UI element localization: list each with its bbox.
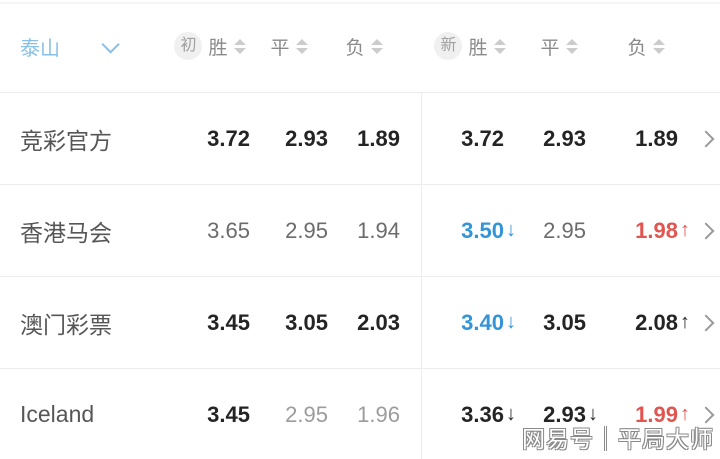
trend-arrow: ↑ [680,311,690,333]
sort-icon [233,38,246,54]
sort-header-initial-win[interactable]: 初 胜 [170,0,250,92]
trend-arrow: ↓ [588,403,598,425]
odds-row-macau[interactable]: 澳门彩票 3.45 3.05 2.03 3.40 ↓ 3.05 2.08 ↑ [0,276,720,368]
sort-icon [370,38,383,54]
odds-value: 3.45 [207,401,250,427]
odds-value: 3.05 [285,309,328,335]
sort-icon [565,38,578,54]
odds-row-jingcai[interactable]: 竞彩官方 3.72 2.93 1.89 3.72 2.93 1.89 [0,92,720,184]
sort-header-latest-draw[interactable]: 平 [518,0,600,92]
odds-value: 1.98 [635,217,678,243]
team-name: 泰山 [20,37,60,60]
bookmaker-name: 香港马会 [20,219,112,246]
sort-icon [652,38,665,54]
latest-badge: 新 [434,32,463,60]
chevron-down-icon [101,34,120,54]
chevron-right-icon [697,222,715,239]
column-label: 胜 [208,37,228,59]
odds-value: 1.94 [357,217,400,243]
odds-value: 3.72 [207,125,250,151]
odds-value: 2.93 [543,125,586,151]
trend-arrow: ↓ [506,403,516,425]
chevron-right-icon [697,314,715,331]
trend-arrow: ↑ [680,219,690,241]
bookmaker-name: Iceland [20,401,95,427]
odds-value: 3.50 [461,217,504,243]
odds-value: 2.95 [543,217,586,243]
trend-arrow: ↑ [680,403,690,425]
chevron-right-icon [697,130,715,147]
initial-badge: 初 [174,32,203,60]
odds-value: 3.36 [461,401,504,427]
column-label: 平 [270,37,290,59]
trend-arrow: ↓ [506,311,516,333]
odds-value: 2.95 [285,401,328,427]
sort-icon [493,38,506,54]
top-divider [0,2,720,4]
trend-arrow: ↓ [506,219,516,241]
column-label: 负 [345,37,365,59]
column-label: 负 [627,37,647,59]
odds-value: 3.05 [543,309,586,335]
odds-value: 2.03 [357,309,400,335]
column-label: 胜 [468,37,488,59]
sort-header-latest-win[interactable]: 新 胜 [422,0,518,92]
odds-value: 1.89 [635,125,678,151]
odds-value: 3.65 [207,217,250,243]
sort-header-initial-lose[interactable]: 负 [328,0,400,92]
odds-value: 2.93 [285,125,328,151]
sort-header-initial-draw[interactable]: 平 [250,0,328,92]
odds-value: 2.95 [285,217,328,243]
odds-value: 2.93 [543,401,586,427]
sort-header-latest-lose[interactable]: 负 [600,0,692,92]
bookmaker-name: 澳门彩票 [20,311,112,338]
odds-value: 3.45 [207,309,250,335]
odds-row-iceland[interactable]: Iceland 3.45 2.95 1.96 3.36 ↓ 2.93 ↓ 1.99 ↑ [0,368,720,459]
bookmaker-name: 竞彩官方 [20,127,112,154]
odds-value: 1.96 [357,401,400,427]
odds-row-hkjc[interactable]: 香港马会 3.65 2.95 1.94 3.50 ↓ 2.95 1.98 ↑ [0,184,720,276]
team-selector[interactable]: 泰山 [0,32,170,61]
watermark: 网易号｜平局大师 [522,426,714,452]
odds-value: 2.08 [635,309,678,335]
table-header: 泰山 初 胜 平 负 新 胜 平 负 [0,0,720,92]
sort-icon [295,38,308,54]
odds-value: 3.40 [461,309,504,335]
column-group-divider [421,92,422,459]
odds-value: 1.89 [357,125,400,151]
odds-value: 1.99 [635,401,678,427]
column-label: 平 [540,37,560,59]
odds-value: 3.72 [461,125,504,151]
